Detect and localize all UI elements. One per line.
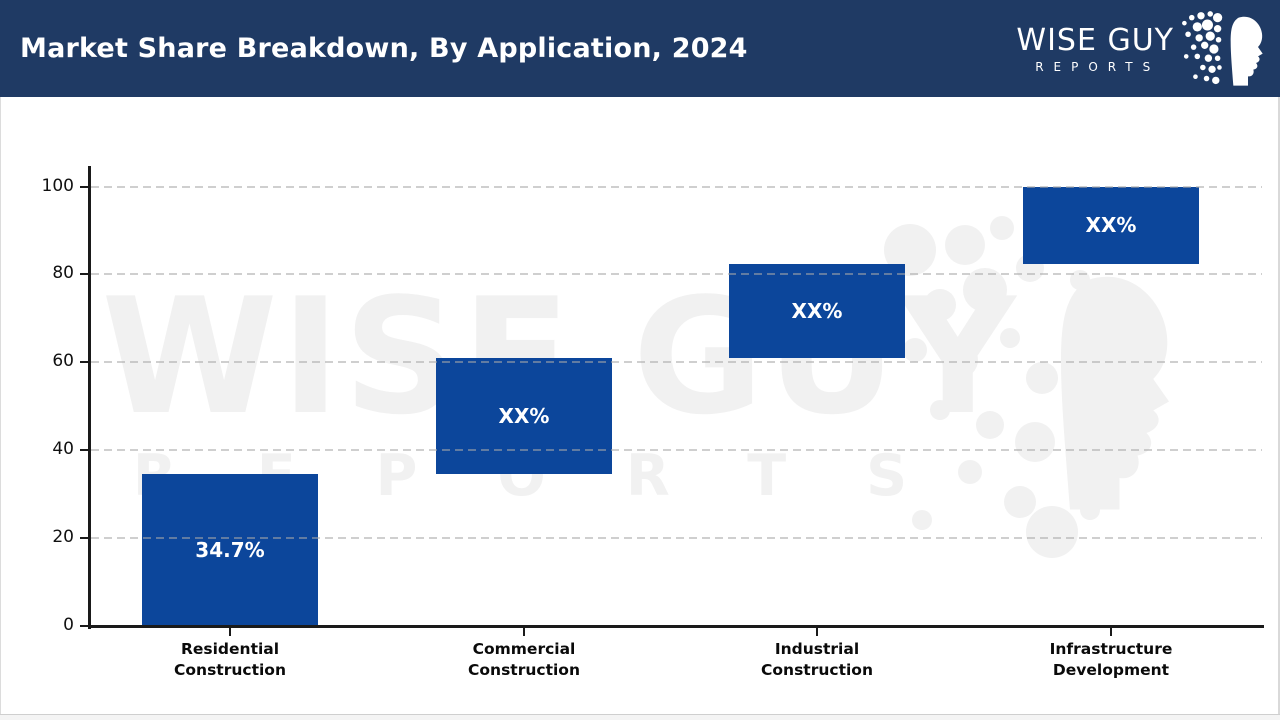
- y-tick-label-0: 0: [63, 615, 74, 635]
- y-tick-label-40: 40: [52, 439, 74, 460]
- category-label-line: Construction: [174, 661, 286, 679]
- left-border: [0, 97, 1, 720]
- gridline-80: [91, 273, 1262, 276]
- x-tick-3: [1110, 628, 1112, 636]
- y-tick-label-60: 60: [52, 351, 74, 372]
- bar-residential-construction: 34.7%: [142, 473, 318, 626]
- wiseguy-reports-logo: WISE GUY REPORTS: [1016, 8, 1268, 90]
- category-label-line: Infrastructure: [1049, 640, 1173, 658]
- logo-dots-icon: [1182, 11, 1223, 85]
- gridline-20: [91, 537, 1262, 540]
- logo-face-icon: [1230, 16, 1263, 86]
- category-label-2: Industrial Construction: [702, 639, 932, 681]
- y-tick-60: [80, 361, 89, 364]
- y-tick-label-100: 100: [41, 175, 74, 196]
- y-tick-80: [80, 273, 89, 276]
- gridline-100: [91, 185, 1262, 188]
- watermark-head-icon: [884, 216, 1169, 558]
- y-tick-100: [80, 185, 89, 188]
- header-bar: Market Share Breakdown, By Application, …: [0, 0, 1280, 97]
- category-label-line: Industrial: [774, 640, 860, 658]
- y-tick-label-80: 80: [52, 263, 74, 284]
- bar-value-label: XX%: [1085, 213, 1137, 238]
- category-label-0: Residential Construction: [115, 639, 345, 681]
- bar-value-label: 34.7%: [195, 537, 265, 562]
- category-label-1: Commercial Construction: [409, 639, 639, 681]
- bar-value-label: XX%: [791, 298, 843, 323]
- bar-value-label: XX%: [498, 403, 550, 428]
- right-border: [1278, 97, 1280, 720]
- category-label-line: Residential: [180, 640, 280, 658]
- category-label-line: Commercial: [472, 640, 576, 658]
- x-tick-1: [523, 628, 525, 636]
- y-tick-40: [80, 449, 89, 452]
- y-tick-0: [80, 625, 89, 627]
- x-tick-0: [229, 628, 231, 636]
- footer-strip: [0, 714, 1280, 720]
- logo-name: WISE GUY: [1016, 22, 1174, 58]
- gridline-40: [91, 449, 1262, 452]
- y-tick-20: [80, 537, 89, 540]
- category-label-line: Construction: [468, 661, 580, 679]
- y-tick-label-20: 20: [52, 527, 74, 548]
- y-axis-line: [88, 166, 91, 629]
- category-label-line: Development: [1052, 661, 1170, 679]
- category-label-line: Construction: [761, 661, 873, 679]
- gridline-60: [91, 361, 1262, 364]
- logo-subtitle: REPORTS: [1035, 59, 1161, 74]
- bar-industrial-construction: XX%: [729, 263, 905, 358]
- bar-commercial-construction: XX%: [436, 357, 612, 474]
- bar-infrastructure-development: XX%: [1023, 186, 1199, 264]
- x-axis-line: [88, 625, 1264, 628]
- category-label-3: Infrastructure Development: [996, 639, 1226, 681]
- logo-text: WISE GUY REPORTS: [1016, 22, 1174, 74]
- x-tick-2: [816, 628, 818, 636]
- chart-title: Market Share Breakdown, By Application, …: [20, 33, 748, 64]
